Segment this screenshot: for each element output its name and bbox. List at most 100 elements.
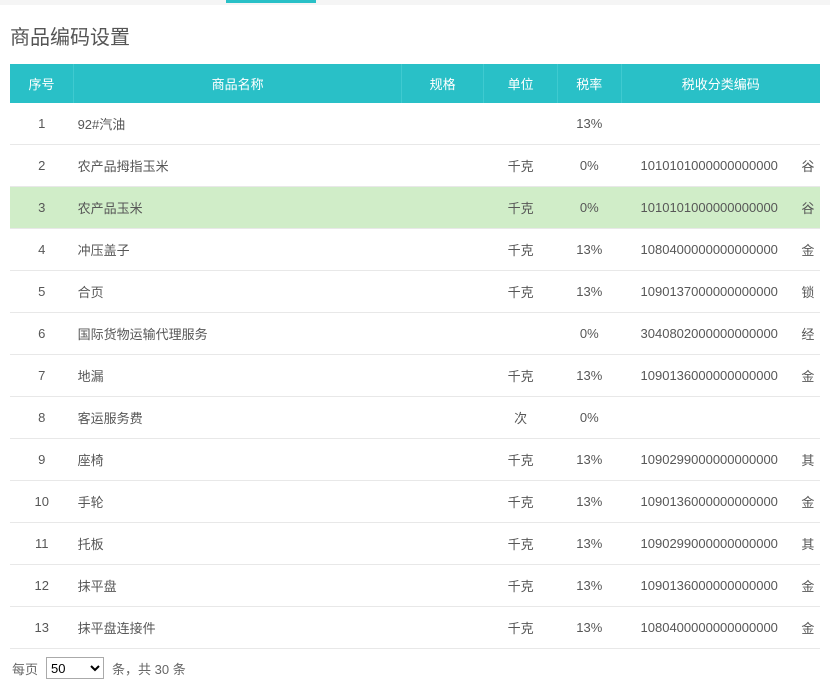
cell-unit: 千克 (484, 229, 558, 271)
cell-name: 冲压盖子 (74, 229, 402, 271)
cell-name: 92#汽油 (74, 103, 402, 145)
cell-name: 地漏 (74, 355, 402, 397)
product-code-table-wrap: 序号 商品名称 规格 单位 税率 税收分类编码 192#汽油13%2农产品拇指玉… (0, 64, 830, 649)
table-row[interactable]: 13抹平盘连接件 千克13%1080400000000000000金 (10, 607, 820, 649)
cell-seq: 2 (10, 145, 74, 187)
cell-code: 1010101000000000000 (621, 145, 797, 187)
table-row[interactable]: 8客运服务费 次0% (10, 397, 820, 439)
page-size-select[interactable]: 102050100 (46, 657, 104, 679)
cell-rate: 13% (557, 523, 621, 565)
cell-rate: 0% (557, 145, 621, 187)
cell-seq: 12 (10, 565, 74, 607)
cell-unit: 次 (484, 397, 558, 439)
col-header-rate[interactable]: 税率 (557, 64, 621, 103)
cell-code (621, 397, 797, 439)
col-header-seq[interactable]: 序号 (10, 64, 74, 103)
cell-unit: 千克 (484, 607, 558, 649)
cell-spec (402, 187, 484, 229)
cell-seq: 7 (10, 355, 74, 397)
cell-seq: 8 (10, 397, 74, 439)
cell-unit: 千克 (484, 523, 558, 565)
cell-code: 1090136000000000000 (621, 565, 797, 607)
cell-ext: 谷 (797, 145, 820, 187)
cell-spec (402, 607, 484, 649)
cell-rate: 13% (557, 103, 621, 145)
cell-code: 1090299000000000000 (621, 439, 797, 481)
cell-ext (797, 103, 820, 145)
cell-name: 农产品拇指玉米 (74, 145, 402, 187)
cell-spec (402, 397, 484, 439)
table-row[interactable]: 10手轮千克13%1090136000000000000金 (10, 481, 820, 523)
table-row[interactable]: 6国际货物运输代理服务 0%3040802000000000000经 (10, 313, 820, 355)
cell-spec (402, 481, 484, 523)
cell-seq: 11 (10, 523, 74, 565)
cell-code: 3040802000000000000 (621, 313, 797, 355)
cell-name: 农产品玉米 (74, 187, 402, 229)
cell-rate: 13% (557, 607, 621, 649)
cell-spec (402, 523, 484, 565)
table-row[interactable]: 192#汽油 13% (10, 103, 820, 145)
cell-ext: 谷 (797, 187, 820, 229)
cell-unit: 千克 (484, 145, 558, 187)
table-header-row: 序号 商品名称 规格 单位 税率 税收分类编码 (10, 64, 820, 103)
cell-code: 1090136000000000000 (621, 355, 797, 397)
cell-seq: 13 (10, 607, 74, 649)
cell-name: 国际货物运输代理服务 (74, 313, 402, 355)
cell-ext: 金 (797, 607, 820, 649)
cell-code: 1080400000000000000 (621, 229, 797, 271)
cell-name: 托板 (74, 523, 402, 565)
table-row[interactable]: 4冲压盖子千克13%1080400000000000000金 (10, 229, 820, 271)
cell-spec (402, 565, 484, 607)
table-row[interactable]: 7地漏 千克13%1090136000000000000金 (10, 355, 820, 397)
table-row[interactable]: 11托板千克13%1090299000000000000其 (10, 523, 820, 565)
cell-unit: 千克 (484, 355, 558, 397)
cell-ext: 其 (797, 523, 820, 565)
cell-rate: 0% (557, 313, 621, 355)
pager-suffix-label: 条，共 30 条 (112, 659, 186, 678)
cell-seq: 5 (10, 271, 74, 313)
cell-unit: 千克 (484, 439, 558, 481)
col-header-name[interactable]: 商品名称 (74, 64, 402, 103)
col-header-unit[interactable]: 单位 (484, 64, 558, 103)
cell-name: 客运服务费 (74, 397, 402, 439)
cell-rate: 0% (557, 397, 621, 439)
cell-ext: 金 (797, 355, 820, 397)
cell-unit: 千克 (484, 187, 558, 229)
cell-unit (484, 103, 558, 145)
cell-rate: 13% (557, 229, 621, 271)
table-row[interactable]: 2农产品拇指玉米 千克0%1010101000000000000谷 (10, 145, 820, 187)
cell-seq: 6 (10, 313, 74, 355)
cell-seq: 1 (10, 103, 74, 145)
cell-spec (402, 313, 484, 355)
col-header-spec[interactable]: 规格 (402, 64, 484, 103)
cell-unit: 千克 (484, 481, 558, 523)
cell-code: 1090136000000000000 (621, 481, 797, 523)
cell-spec (402, 103, 484, 145)
cell-ext: 经 (797, 313, 820, 355)
table-row[interactable]: 5合页千克13%1090137000000000000锁 (10, 271, 820, 313)
cell-code (621, 103, 797, 145)
cell-spec (402, 229, 484, 271)
product-code-table: 序号 商品名称 规格 单位 税率 税收分类编码 192#汽油13%2农产品拇指玉… (10, 64, 820, 649)
table-row[interactable]: 3农产品玉米 千克0%1010101000000000000谷 (10, 187, 820, 229)
cell-spec (402, 271, 484, 313)
cell-name: 手轮 (74, 481, 402, 523)
cell-seq: 3 (10, 187, 74, 229)
cell-spec (402, 145, 484, 187)
cell-rate: 0% (557, 187, 621, 229)
cell-seq: 9 (10, 439, 74, 481)
cell-code: 1080400000000000000 (621, 607, 797, 649)
table-row[interactable]: 12抹平盘千克13%1090136000000000000金 (10, 565, 820, 607)
col-header-code[interactable]: 税收分类编码 (621, 64, 820, 103)
cell-name: 座椅 (74, 439, 402, 481)
page-title: 商品编码设置 (0, 9, 830, 64)
cell-rate: 13% (557, 355, 621, 397)
top-tab-indicator (0, 0, 830, 5)
cell-code: 1090137000000000000 (621, 271, 797, 313)
cell-unit (484, 313, 558, 355)
cell-code: 1010101000000000000 (621, 187, 797, 229)
cell-name: 合页 (74, 271, 402, 313)
cell-seq: 4 (10, 229, 74, 271)
table-row[interactable]: 9座椅千克13%1090299000000000000其 (10, 439, 820, 481)
cell-name: 抹平盘连接件 (74, 607, 402, 649)
